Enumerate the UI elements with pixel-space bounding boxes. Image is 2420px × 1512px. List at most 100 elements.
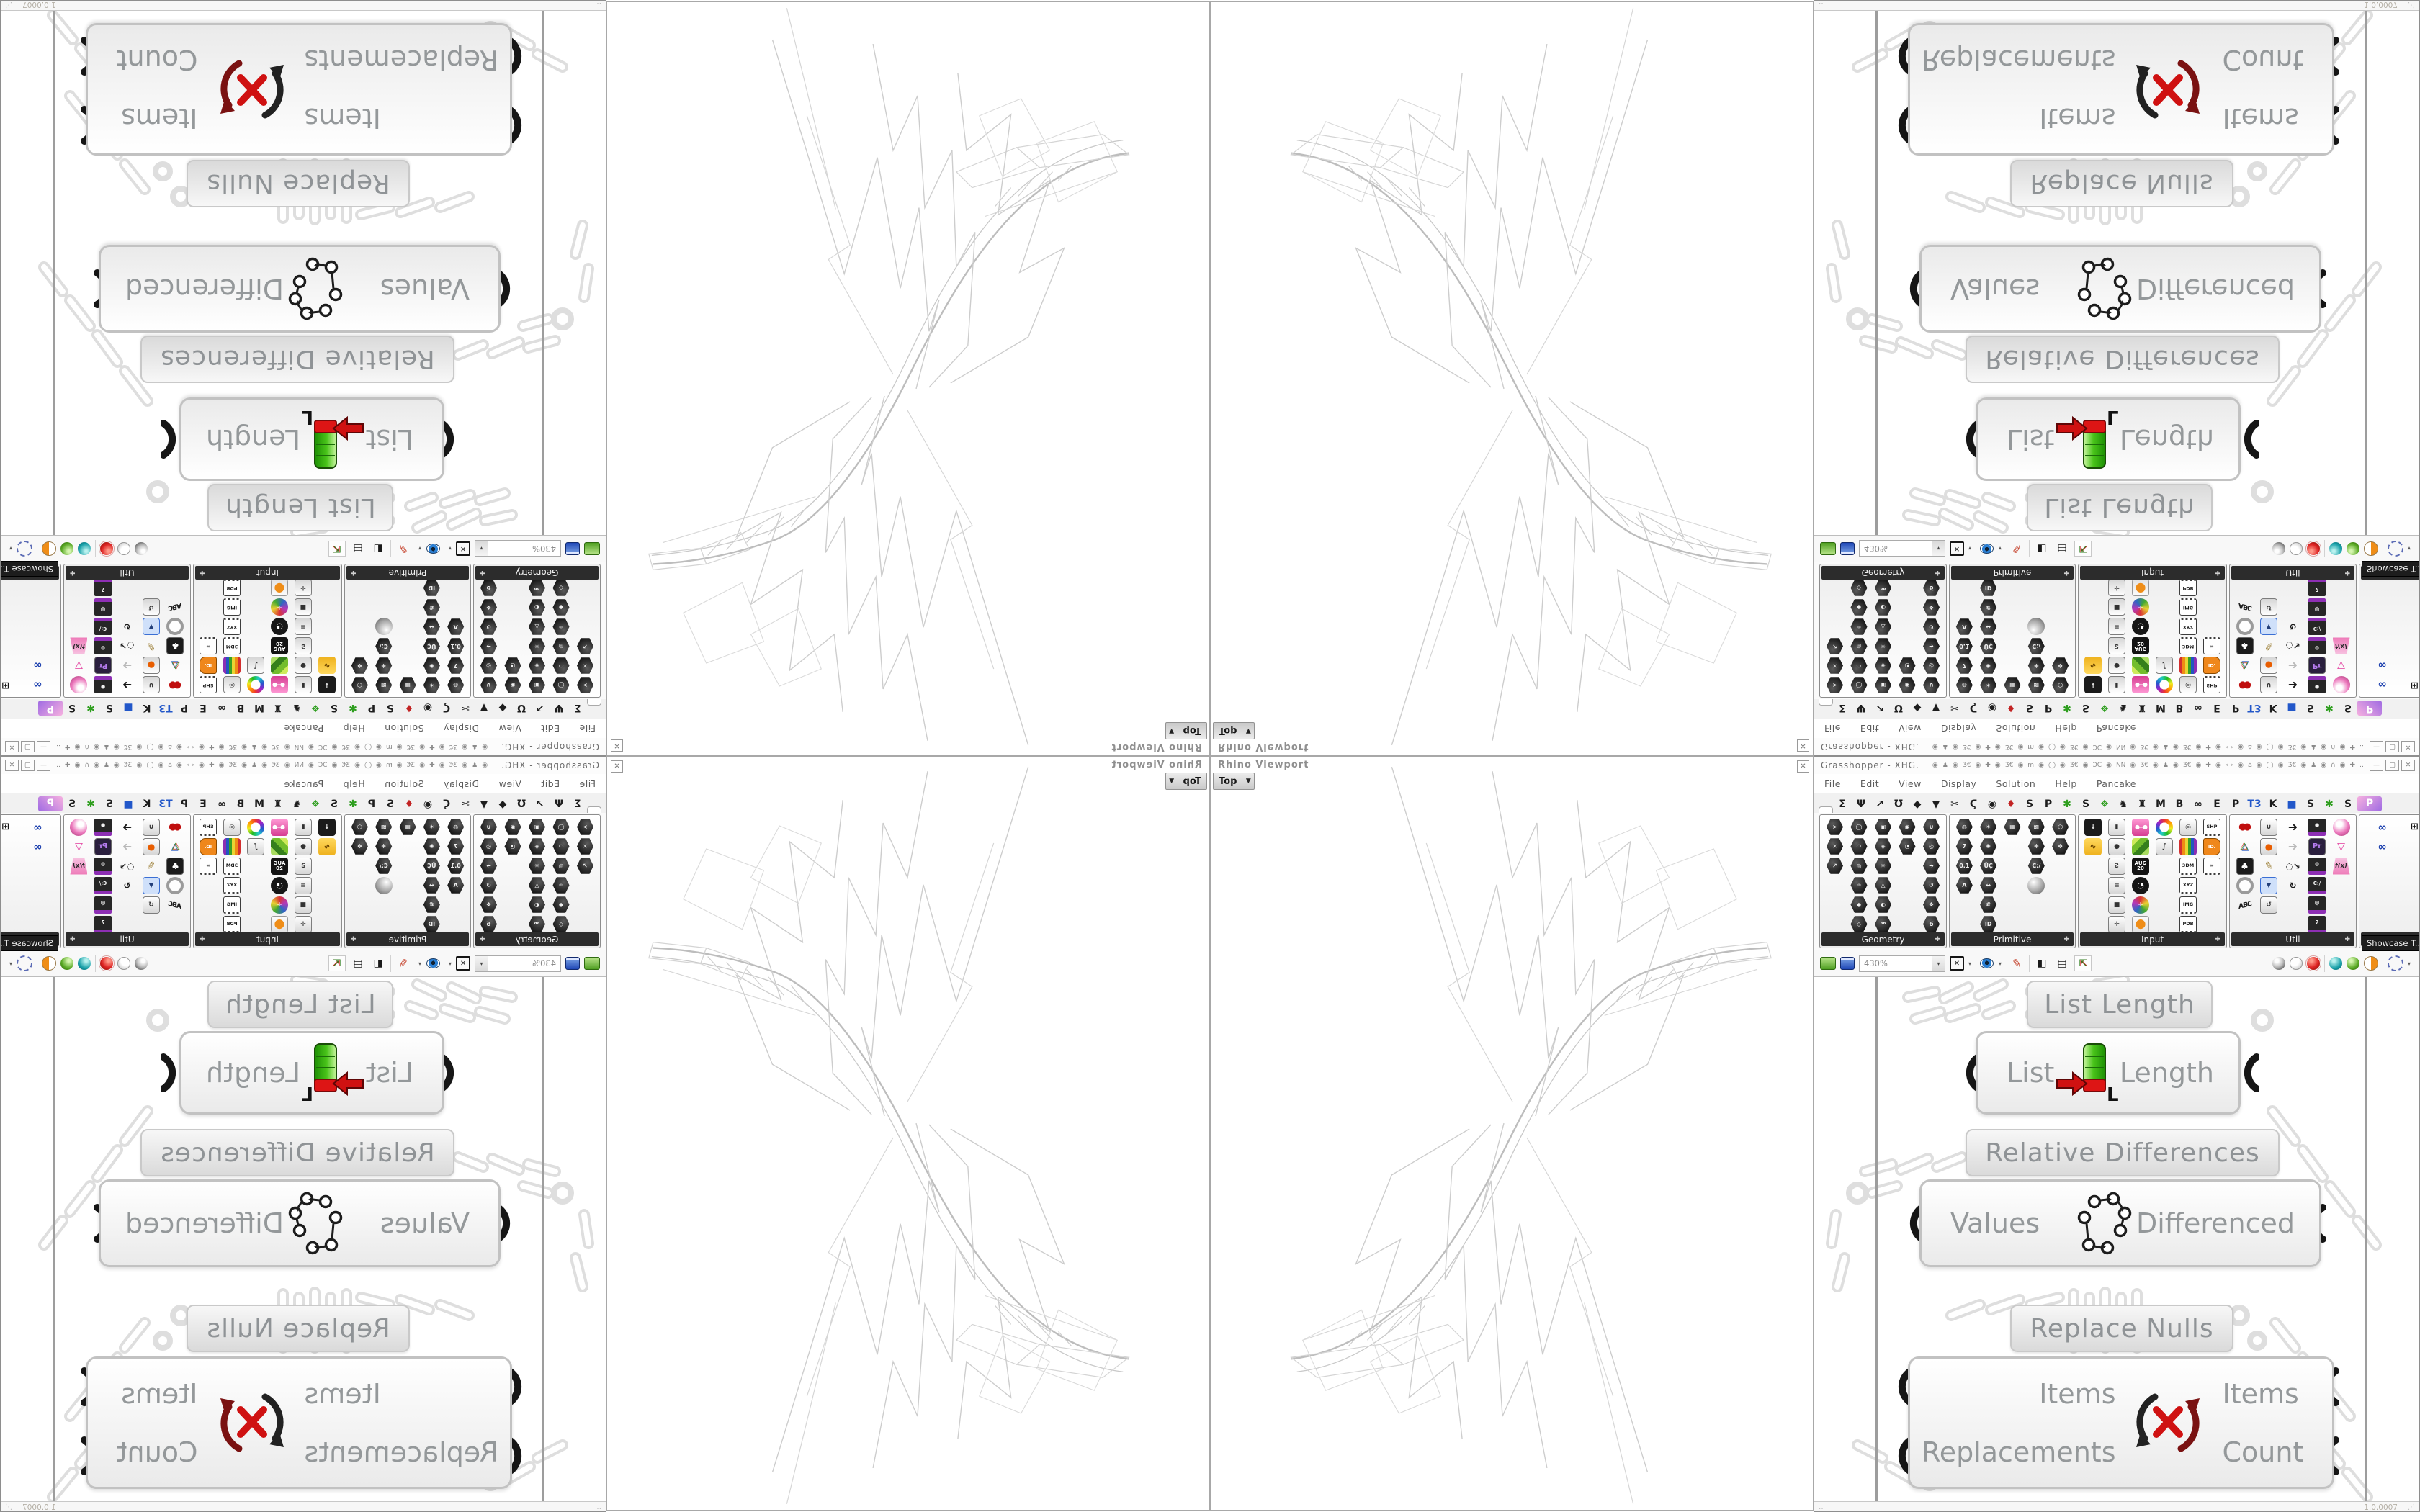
- palette-label[interactable]: Input ✚: [2080, 566, 2225, 580]
- component-icon[interactable]: f(x): [71, 638, 88, 655]
- tab-category[interactable]: ❖: [2099, 798, 2110, 810]
- display-split-icon[interactable]: [42, 956, 56, 971]
- component-replace-nulls[interactable]: Items Items Replacements: [1908, 1356, 2334, 1489]
- component-icon[interactable]: ✳: [1874, 858, 1892, 874]
- doc-icon[interactable]: ✚: [209, 762, 215, 769]
- component-icon[interactable]: ✑: [1850, 877, 1868, 894]
- component-icon[interactable]: ✺: [1980, 838, 1997, 855]
- doc-icon[interactable]: ◉: [1994, 762, 2001, 769]
- doc-icon[interactable]: ◉: [2153, 743, 2159, 750]
- panel-toggle-icon[interactable]: ▤: [2057, 958, 2067, 969]
- doc-icon[interactable]: ◉: [158, 743, 164, 750]
- component-icon[interactable]: ID.: [200, 657, 217, 675]
- close-button[interactable]: ✕: [2401, 760, 2415, 771]
- component-icon[interactable]: ✑: [552, 877, 570, 894]
- palette-label[interactable]: Util ✚: [2231, 566, 2354, 580]
- tab-category[interactable]: K: [2269, 798, 2277, 810]
- doc-icon[interactable]: ƆC: [2092, 743, 2102, 750]
- tab-category[interactable]: S: [386, 798, 395, 810]
- chevron-down-icon[interactable]: ▾: [1968, 960, 1972, 967]
- component-icon[interactable]: PDB: [2179, 579, 2197, 597]
- component-icon[interactable]: ✕: [577, 838, 594, 855]
- menu-file[interactable]: File: [1824, 723, 1841, 734]
- doc-icon[interactable]: Ʒ€: [341, 762, 351, 769]
- component-icon[interactable]: ◔: [2132, 618, 2149, 636]
- component-icon[interactable]: ↔: [423, 618, 440, 636]
- component-icon[interactable]: ◎: [480, 838, 498, 855]
- palette-expand-icon[interactable]: ✚: [1935, 935, 1940, 943]
- component-icon[interactable]: ∪: [1923, 677, 1940, 694]
- component-icon[interactable]: ABC: [2237, 601, 2252, 613]
- wire-grip[interactable]: [495, 269, 519, 309]
- tab-category[interactable]: Ʊ: [1894, 798, 1903, 810]
- doc-icon[interactable]: ◉: [354, 743, 360, 750]
- tab-category[interactable]: T3: [158, 798, 173, 810]
- wire-grip[interactable]: [161, 419, 185, 459]
- tab-category[interactable]: S: [105, 702, 114, 714]
- grasshopper-canvas[interactable]: List Length List: [1814, 11, 2419, 535]
- component-icon[interactable]: ❋: [2027, 657, 2045, 675]
- component-icon[interactable]: AUG 20: [2132, 637, 2149, 655]
- palette-label[interactable]: Util ✚: [2231, 932, 2354, 946]
- input-param[interactable]: List: [365, 1057, 413, 1089]
- gumball-axis-icon[interactable]: ⇱: [2074, 955, 2092, 971]
- doc-icon[interactable]: ◉: [74, 762, 81, 769]
- component-icon[interactable]: ▮: [295, 676, 312, 694]
- doc-icon[interactable]: Ʒ€: [406, 762, 416, 769]
- tab-category[interactable]: S: [2025, 702, 2034, 714]
- component-icon[interactable]: ◯: [1850, 819, 1868, 835]
- preview-wire-icon[interactable]: [117, 957, 130, 970]
- doc-icon[interactable]: ◉: [113, 762, 120, 769]
- tab-category[interactable]: ▼: [480, 702, 488, 714]
- tab-category[interactable]: ◉: [423, 702, 433, 714]
- component-icon[interactable]: 7: [94, 579, 112, 597]
- wire-grip[interactable]: [439, 1053, 463, 1093]
- doc-icon[interactable]: Ʒ€: [1962, 743, 1971, 750]
- component-icon[interactable]: ●: [295, 657, 312, 675]
- component-icon[interactable]: ✛: [271, 896, 288, 914]
- component-icon[interactable]: ↺: [480, 877, 498, 894]
- component-icon[interactable]: ID: [423, 580, 440, 597]
- tab-category[interactable]: Ʊ: [517, 798, 526, 810]
- component-icon[interactable]: 7: [2308, 915, 2326, 933]
- display-teal-icon[interactable]: [2329, 542, 2342, 555]
- component-icon[interactable]: ⬤: [271, 915, 288, 933]
- input-param[interactable]: List: [2007, 1057, 2055, 1089]
- chevron-down-icon[interactable]: ▼: [1242, 778, 1254, 785]
- component-icon[interactable]: ◉: [504, 819, 521, 836]
- component-icon[interactable]: @: [2308, 896, 2326, 914]
- input-param[interactable]: Values: [1950, 1207, 2040, 1239]
- tab-category[interactable]: ♞: [2118, 798, 2128, 810]
- component-icon[interactable]: ●●: [2238, 680, 2248, 690]
- component-icon[interactable]: ∞: [33, 840, 42, 853]
- component-icon[interactable]: C:/: [94, 618, 112, 636]
- doc-icon[interactable]: ◉: [2038, 743, 2044, 750]
- menu-help[interactable]: Help: [2055, 723, 2077, 734]
- component-icon[interactable]: [2027, 618, 2045, 636]
- tab-category[interactable]: P: [38, 796, 63, 811]
- doc-icon[interactable]: ◉: [439, 762, 445, 769]
- doc-icon[interactable]: ◉: [462, 743, 468, 750]
- zoom-value[interactable]: 430%: [1864, 958, 1888, 968]
- chevron-down-icon[interactable]: ▾: [448, 960, 452, 967]
- component-icon[interactable]: [2132, 657, 2149, 675]
- tab-category[interactable]: ♦: [404, 702, 414, 714]
- preview-off-icon[interactable]: [135, 957, 148, 970]
- component-icon[interactable]: f(x): [2332, 857, 2350, 875]
- menu-file[interactable]: File: [579, 778, 596, 789]
- input-param[interactable]: Items: [2039, 102, 2116, 135]
- menu-pancake[interactable]: Pancake: [284, 778, 324, 789]
- doc-icon[interactable]: ◉: [261, 762, 267, 769]
- component-icon[interactable]: 7: [1955, 657, 1973, 675]
- chevron-down-icon[interactable]: ▾: [475, 955, 488, 971]
- menu-view[interactable]: View: [1899, 723, 1922, 734]
- tab-category[interactable]: E: [2213, 798, 2220, 810]
- tab-category[interactable]: ■: [123, 798, 133, 810]
- doc-icon[interactable]: ♟: [472, 762, 478, 769]
- resize-grip[interactable]: ⋰: [2408, 1, 2415, 9]
- component-icon[interactable]: Pr: [94, 837, 112, 855]
- tab-category[interactable]: ↗: [1876, 798, 1884, 810]
- palette-label[interactable]: Input ✚: [195, 932, 340, 946]
- component-icon[interactable]: ✎: [2263, 639, 2275, 653]
- input-param[interactable]: Replacements: [304, 1436, 499, 1468]
